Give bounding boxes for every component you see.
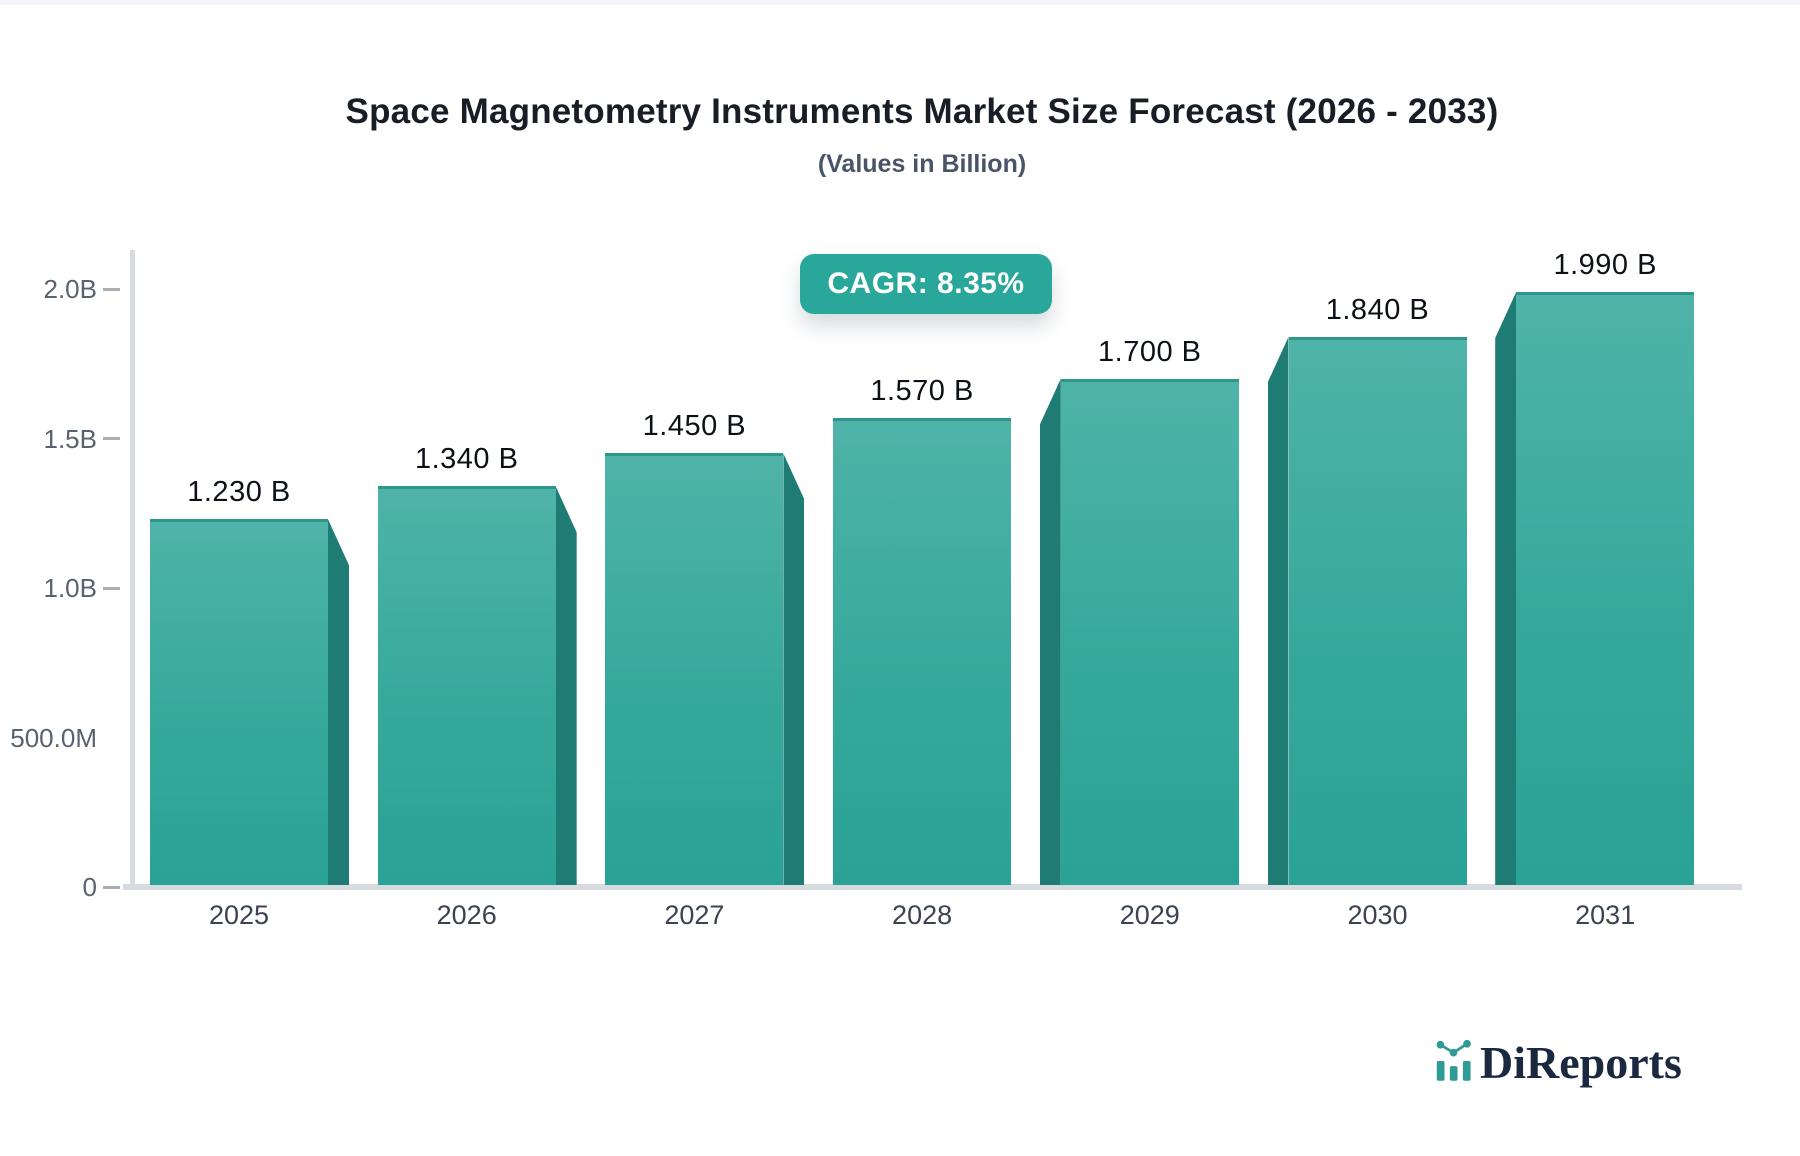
- bar-side-facet: [328, 519, 349, 885]
- bar-side-facet: [555, 486, 577, 885]
- bar-2027: [605, 453, 784, 885]
- x-axis-label: 2027: [664, 900, 725, 930]
- y-axis-tick: [103, 287, 120, 291]
- bar-2031: [1516, 291, 1695, 885]
- bar-2028: [833, 417, 1012, 885]
- chart-subtitle: (Values in Billion): [817, 150, 1027, 178]
- bar-value-label: 1.450 B: [642, 410, 747, 443]
- chart-title: Space Magnetometry Instruments Market Si…: [345, 92, 1499, 131]
- y-axis-tick: [103, 586, 120, 590]
- bar-value-label: 1.570 B: [870, 374, 974, 407]
- x-axis-label: 2030: [1347, 900, 1408, 930]
- x-axis-label: 2031: [1575, 900, 1636, 930]
- cagr-badge: CAGR: 8.35%: [800, 254, 1052, 314]
- x-axis-label: 2025: [208, 900, 270, 930]
- y-axis-tick-label: 0: [82, 872, 97, 902]
- cagr-badge-row: CAGR: 8.35%: [0, 254, 1800, 314]
- bar-value-label: 1.990 B: [1553, 248, 1657, 281]
- y-axis-line: [130, 250, 135, 890]
- direports-logo: DiReports: [1436, 1038, 1682, 1086]
- x-axis-label: 2026: [436, 900, 497, 930]
- bar-2029: [1060, 378, 1239, 885]
- bar-2025: [150, 519, 328, 885]
- bar-side-facet: [1495, 291, 1517, 885]
- bar-2026: [377, 486, 556, 885]
- y-axis-tick-label: 500.0M: [10, 722, 97, 753]
- bar-side-facet: [1267, 336, 1289, 885]
- bar-2030: [1288, 336, 1467, 885]
- direports-logo-text: DiReports: [1480, 1037, 1682, 1088]
- bar-value-label: 1.700 B: [1098, 335, 1202, 368]
- x-axis-label: 2028: [892, 900, 953, 930]
- y-axis-tick-label: 1.5B: [43, 423, 98, 454]
- x-axis-label: 2029: [1119, 900, 1180, 930]
- y-axis-tick: [103, 437, 120, 440]
- bar-value-label: 1.340 B: [414, 443, 519, 476]
- bar-side-facet: [1039, 378, 1061, 885]
- y-axis-tick-label: 1.0B: [43, 573, 98, 603]
- chart-header: Space Magnetometry Instruments Market Si…: [0, 92, 1800, 179]
- top-border-strip: [0, 0, 1800, 5]
- bar-side-facet: [783, 453, 805, 885]
- y-axis-tick-label: 2.0B: [43, 274, 98, 304]
- x-axis-baseline: [123, 884, 1742, 890]
- y-axis-tick: [103, 885, 120, 889]
- mini-bar-chart-icon: [1436, 1039, 1471, 1081]
- bar-value-label: 1.840 B: [1325, 293, 1430, 326]
- bar-value-label: 1.230 B: [187, 476, 291, 509]
